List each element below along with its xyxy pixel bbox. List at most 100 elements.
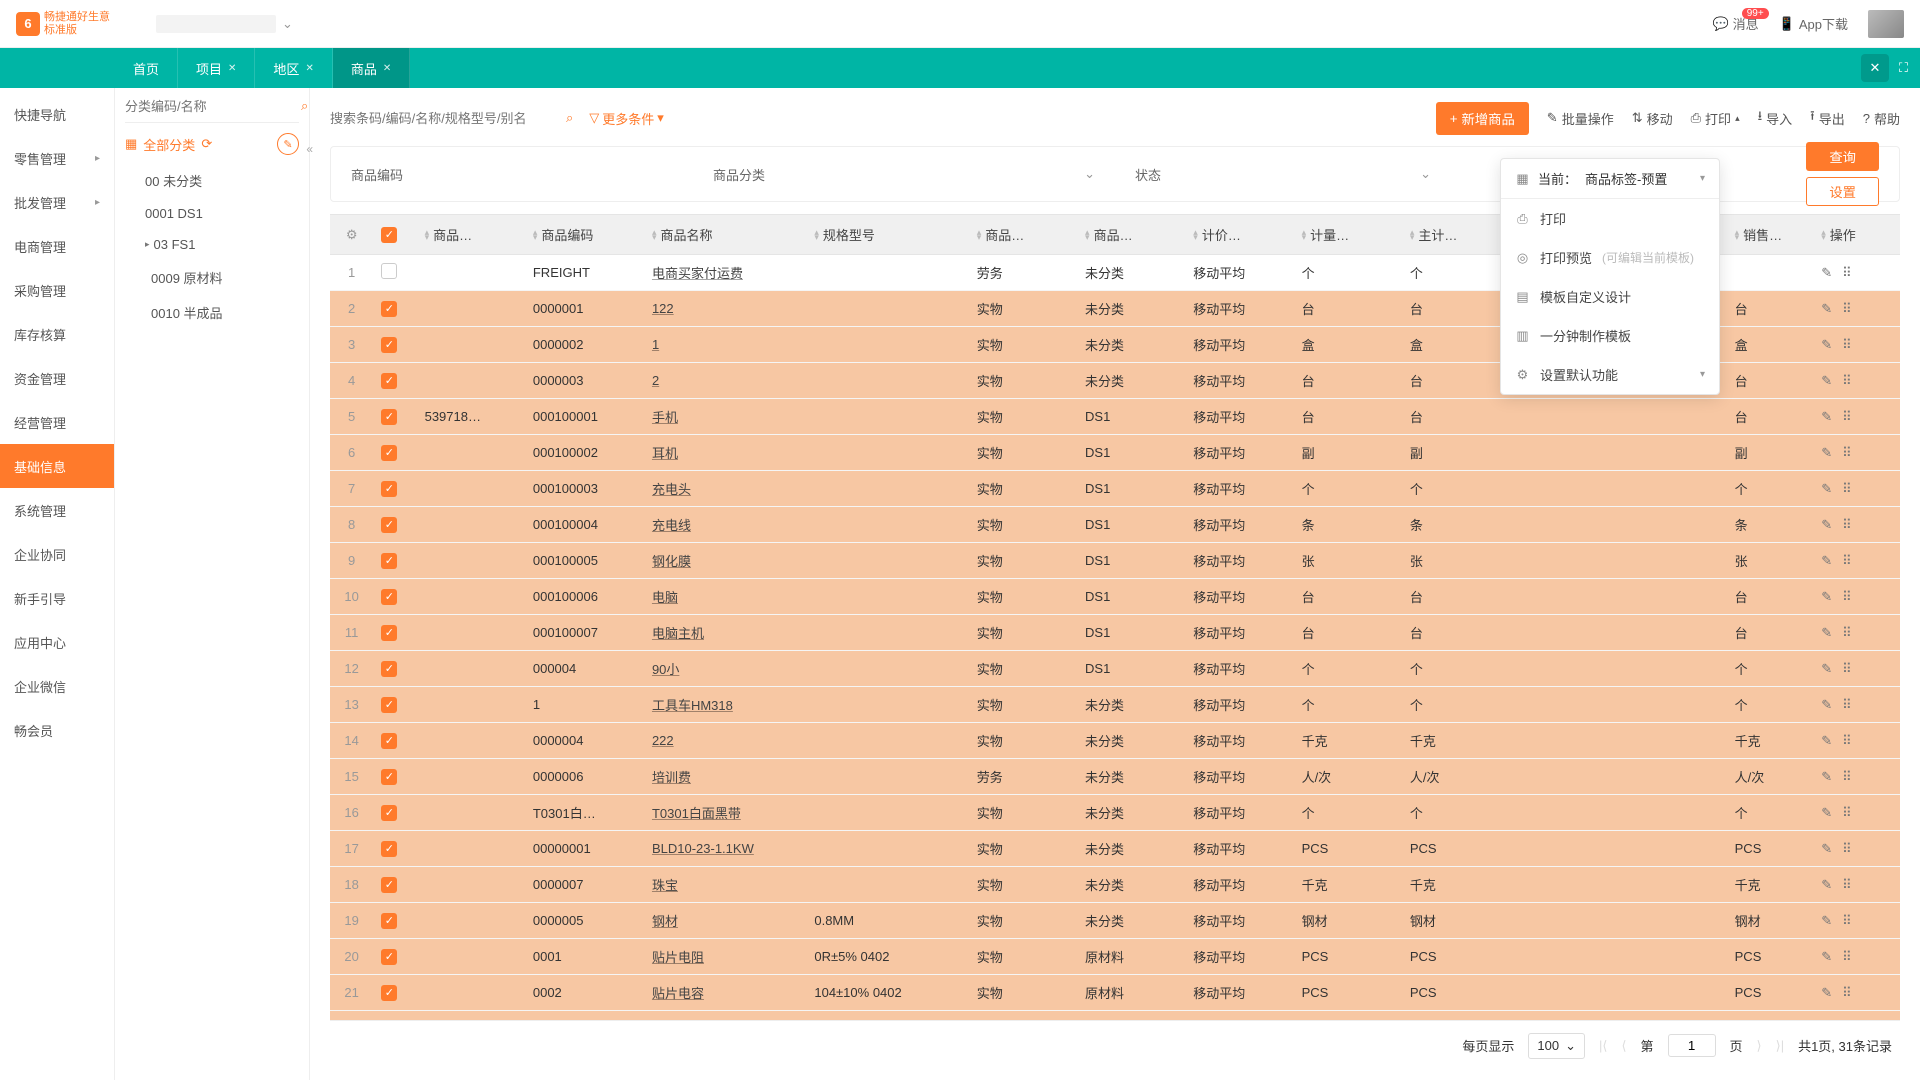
- product-name-link[interactable]: 122: [652, 301, 674, 316]
- tab[interactable]: 项目✕: [178, 48, 255, 88]
- more-row-icon[interactable]: ⠿: [1842, 985, 1852, 1001]
- table-header-cell[interactable]: ▴▾主计…: [1402, 215, 1510, 255]
- close-icon[interactable]: ✕: [305, 63, 313, 74]
- product-name-link[interactable]: 手机: [652, 410, 678, 425]
- edit-row-icon[interactable]: ✎: [1821, 733, 1832, 749]
- more-row-icon[interactable]: ⠿: [1842, 877, 1852, 893]
- more-row-icon[interactable]: ⠿: [1842, 769, 1852, 785]
- more-conditions-link[interactable]: ▽ 更多条件 ▾: [589, 109, 664, 128]
- row-checkbox[interactable]: ✓: [381, 913, 397, 929]
- more-row-icon[interactable]: ⠿: [1842, 625, 1852, 641]
- collapse-icon[interactable]: «: [306, 142, 313, 156]
- sidebar-item[interactable]: 资金管理: [0, 356, 114, 400]
- fullscreen-icon[interactable]: ⛶: [1899, 60, 1908, 76]
- sidebar-item[interactable]: 库存核算: [0, 312, 114, 356]
- row-checkbox[interactable]: ✓: [381, 337, 397, 353]
- product-name-link[interactable]: T0301白面黑带: [652, 806, 741, 821]
- table-row[interactable]: 10✓000100006电脑实物DS1移动平均台台台✎⠿: [330, 579, 1900, 615]
- category-item[interactable]: 00 未分类: [125, 163, 299, 198]
- per-page-select[interactable]: 100 ⌄: [1528, 1033, 1585, 1059]
- edit-row-icon[interactable]: ✎: [1821, 517, 1832, 533]
- filter-category-select[interactable]: ⌄: [775, 166, 1095, 183]
- edit-row-icon[interactable]: ✎: [1821, 625, 1832, 641]
- row-checkbox[interactable]: ✓: [381, 481, 397, 497]
- edit-row-icon[interactable]: ✎: [1821, 265, 1832, 281]
- table-header-cell[interactable]: ▴▾商品…: [969, 215, 1077, 255]
- query-button[interactable]: 查询: [1806, 142, 1879, 171]
- table-row[interactable]: 6✓000100002耳机实物DS1移动平均副副副✎⠿: [330, 435, 1900, 471]
- row-checkbox[interactable]: ✓: [381, 445, 397, 461]
- table-row[interactable]: 13✓1工具车HM318实物未分类移动平均个个个✎⠿: [330, 687, 1900, 723]
- help-link[interactable]: ?帮助: [1863, 109, 1900, 128]
- row-checkbox[interactable]: ✓: [381, 949, 397, 965]
- edit-row-icon[interactable]: ✎: [1821, 877, 1832, 893]
- more-row-icon[interactable]: ⠿: [1842, 733, 1852, 749]
- more-row-icon[interactable]: ⠿: [1842, 913, 1852, 929]
- edit-row-icon[interactable]: ✎: [1821, 913, 1832, 929]
- filter-status-select[interactable]: ⌄: [1171, 166, 1431, 183]
- edit-icon[interactable]: ✎: [277, 133, 299, 155]
- batch-action-link[interactable]: ✎批量操作: [1547, 109, 1614, 128]
- row-checkbox[interactable]: ✓: [381, 553, 397, 569]
- sidebar-item[interactable]: 应用中心: [0, 620, 114, 664]
- table-row[interactable]: 17✓00000001BLD10-23-1.1KW实物未分类移动平均PCSPCS…: [330, 831, 1900, 867]
- edit-row-icon[interactable]: ✎: [1821, 769, 1832, 785]
- product-name-link[interactable]: BLD10-23-1.1KW: [652, 841, 754, 856]
- print-menu-item[interactable]: ◎打印预览(可编辑当前模板): [1501, 238, 1719, 277]
- settings-button[interactable]: 设置: [1806, 177, 1879, 206]
- app-download-link[interactable]: 📱 App下载: [1779, 14, 1848, 33]
- more-row-icon[interactable]: ⠿: [1842, 481, 1852, 497]
- more-row-icon[interactable]: ⠿: [1842, 697, 1852, 713]
- first-page-button[interactable]: |⟨: [1599, 1038, 1607, 1054]
- product-name-link[interactable]: 90小: [652, 662, 679, 677]
- category-item[interactable]: 0001 DS1: [125, 198, 299, 229]
- edit-row-icon[interactable]: ✎: [1821, 373, 1832, 389]
- tab[interactable]: 商品✕: [333, 48, 410, 88]
- row-checkbox[interactable]: ✓: [381, 985, 397, 1001]
- row-checkbox[interactable]: ✓: [381, 841, 397, 857]
- table-row[interactable]: 20✓0001贴片电阻0R±5% 0402实物原材料移动平均PCSPCSPCS✎…: [330, 939, 1900, 975]
- edit-row-icon[interactable]: ✎: [1821, 481, 1832, 497]
- select-all-checkbox[interactable]: ✓: [381, 227, 397, 243]
- edit-row-icon[interactable]: ✎: [1821, 445, 1832, 461]
- table-header-cell[interactable]: ✓: [373, 215, 416, 255]
- row-checkbox[interactable]: ✓: [381, 877, 397, 893]
- last-page-button[interactable]: ⟩|: [1776, 1038, 1784, 1054]
- product-name-link[interactable]: 珠宝: [652, 878, 678, 893]
- messages-link[interactable]: 💬 消息 99+: [1712, 14, 1758, 33]
- table-header-cell[interactable]: ▴▾销售…: [1727, 215, 1814, 255]
- product-name-link[interactable]: 电脑主机: [652, 626, 704, 641]
- table-row[interactable]: 19✓0000005钢材0.8MM实物未分类移动平均钢材钢材钢材✎⠿: [330, 903, 1900, 939]
- more-row-icon[interactable]: ⠿: [1842, 337, 1852, 353]
- table-row[interactable]: 8✓000100004充电线实物DS1移动平均条条条✎⠿: [330, 507, 1900, 543]
- more-row-icon[interactable]: ⠿: [1842, 517, 1852, 533]
- sidebar-item[interactable]: 经营管理: [0, 400, 114, 444]
- sidebar-item[interactable]: 新手引导: [0, 576, 114, 620]
- edit-row-icon[interactable]: ✎: [1821, 409, 1832, 425]
- edit-row-icon[interactable]: ✎: [1821, 553, 1832, 569]
- print-menu-item[interactable]: ⎙打印: [1501, 199, 1719, 238]
- sidebar-item[interactable]: 畅会员: [0, 708, 114, 752]
- product-name-link[interactable]: 222: [652, 733, 674, 748]
- table-row[interactable]: 14✓0000004222实物未分类移动平均千克千克千克✎⠿: [330, 723, 1900, 759]
- close-icon[interactable]: ✕: [228, 63, 236, 74]
- edit-row-icon[interactable]: ✎: [1821, 805, 1832, 821]
- sidebar-item[interactable]: 快捷导航: [0, 92, 114, 136]
- export-link[interactable]: ⭱导出: [1810, 107, 1845, 129]
- table-row[interactable]: 21✓0002贴片电容104±10% 0402实物原材料移动平均PCSPCSPC…: [330, 975, 1900, 1011]
- sidebar-item[interactable]: 企业微信: [0, 664, 114, 708]
- product-name-link[interactable]: 工具车HM318: [652, 698, 733, 713]
- product-name-link[interactable]: 培训费: [652, 770, 691, 785]
- product-name-link[interactable]: 钢材: [652, 914, 678, 929]
- table-header-cell[interactable]: ▴▾操作: [1813, 215, 1900, 255]
- page-number-input[interactable]: [1668, 1034, 1716, 1057]
- move-link[interactable]: ⇅移动: [1632, 109, 1673, 128]
- edit-row-icon[interactable]: ✎: [1821, 589, 1832, 605]
- more-row-icon[interactable]: ⠿: [1842, 445, 1852, 461]
- tab[interactable]: 首页: [115, 48, 178, 88]
- print-menu-item[interactable]: ▥一分钟制作模板: [1501, 316, 1719, 355]
- more-row-icon[interactable]: ⠿: [1842, 841, 1852, 857]
- table-row[interactable]: 5✓539718…000100001手机实物DS1移动平均台台台✎⠿: [330, 399, 1900, 435]
- more-row-icon[interactable]: ⠿: [1842, 589, 1852, 605]
- product-name-link[interactable]: 充电头: [652, 482, 691, 497]
